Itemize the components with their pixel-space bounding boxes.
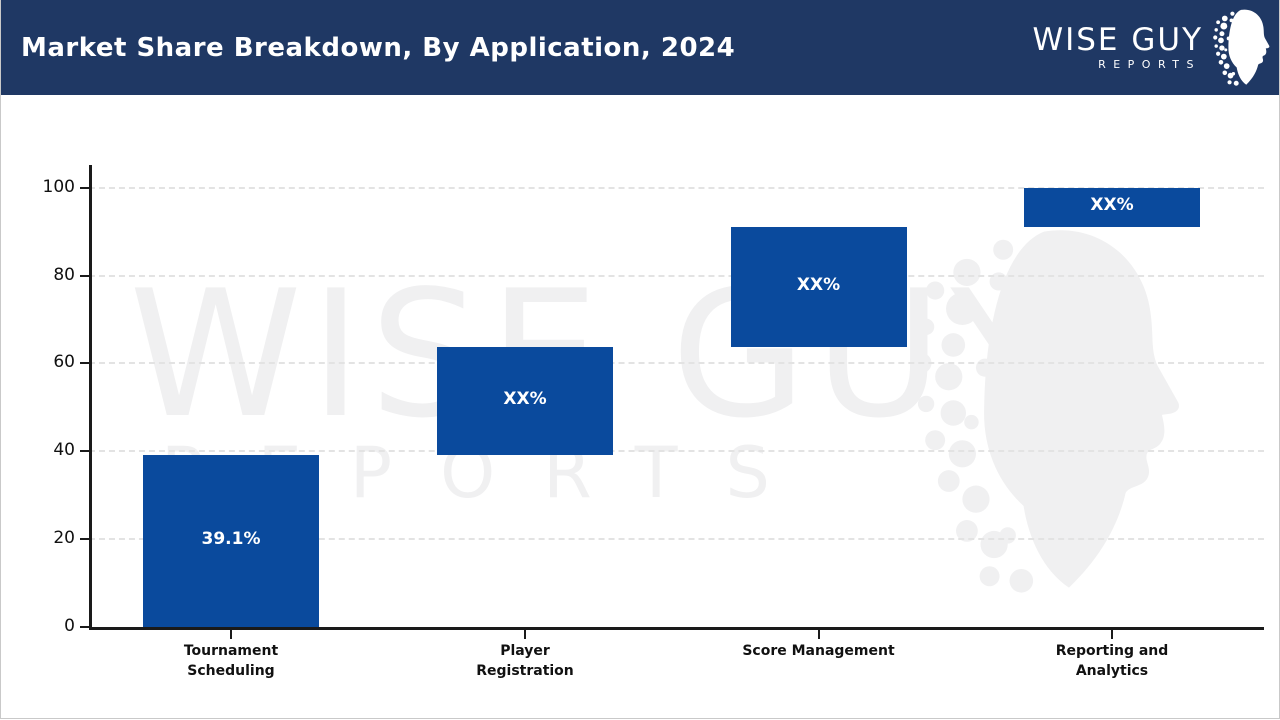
y-tick-mark	[80, 626, 89, 628]
report-header: Market Share Breakdown, By Application, …	[1, 0, 1279, 95]
x-category-line: Scheduling	[187, 663, 275, 679]
y-tick-label: 60	[53, 352, 75, 373]
gridline	[89, 274, 1264, 277]
x-category-line: Tournament	[183, 643, 279, 659]
bar	[1024, 187, 1200, 228]
y-tick-mark	[80, 186, 89, 189]
y-axis	[89, 165, 92, 630]
bar-value-label: XX%	[1090, 195, 1134, 216]
y-tick-label: 20	[53, 528, 75, 549]
bar	[143, 455, 319, 627]
y-tick-mark	[80, 362, 89, 365]
y-tick-label: 40	[53, 440, 75, 461]
wiseguy-logo: WISE GUY REPORTS	[1032, 0, 1203, 95]
bar-value-label: 39.1%	[201, 529, 261, 550]
gridline	[89, 538, 1264, 541]
y-tick-mark	[80, 450, 89, 453]
x-tick-mark	[1111, 629, 1113, 639]
bar	[730, 227, 907, 348]
y-tick-label: 0	[64, 616, 75, 636]
y-tick-mark	[80, 274, 89, 277]
x-category-label: Score Management	[704, 641, 934, 661]
x-category-line: Player	[500, 643, 550, 659]
logo-wordmark: WISE GUY	[1032, 21, 1203, 58]
x-category-label: Reporting and Analytics	[997, 641, 1227, 681]
x-category-line: Score Management	[742, 643, 895, 659]
x-axis	[89, 627, 1264, 630]
gridline	[89, 186, 1264, 189]
x-tick-mark	[230, 629, 232, 639]
x-category-label: Tournament Scheduling	[116, 641, 346, 681]
x-category-label: Player Registration	[410, 641, 640, 681]
y-tick-label: 100	[42, 176, 75, 197]
logo-reports-text: REPORTS	[1098, 57, 1201, 71]
bar-value-label: XX%	[796, 275, 841, 296]
y-tick-mark	[80, 538, 89, 541]
gridline	[89, 362, 1264, 365]
bar-value-label: XX%	[503, 389, 547, 410]
x-category-line: Analytics	[1075, 663, 1149, 679]
y-tick-label: 80	[53, 264, 75, 285]
page-title: Market Share Breakdown, By Application, …	[21, 32, 736, 63]
x-tick-mark	[524, 629, 526, 639]
wiseguy-head-icon	[1213, 9, 1270, 86]
x-category-line: Registration	[476, 663, 574, 679]
gridline	[89, 450, 1264, 453]
x-category-line: Reporting and	[1055, 643, 1169, 659]
x-tick-mark	[817, 629, 820, 639]
watermark-head-icon	[911, 230, 1179, 593]
bar	[437, 347, 613, 456]
